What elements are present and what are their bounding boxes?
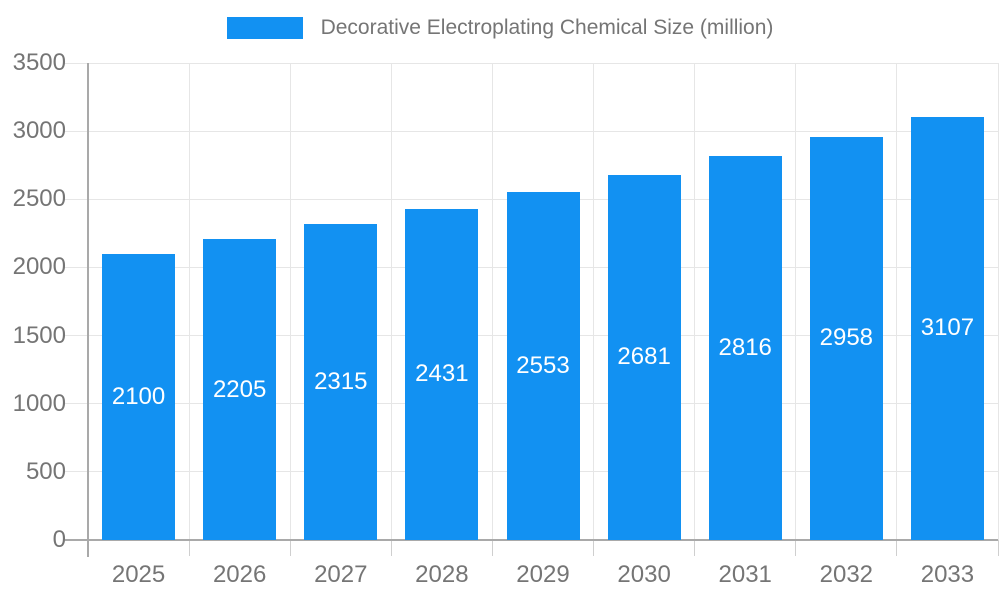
y-axis-tick-label: 0 [52, 526, 66, 553]
y-axis-tick-label: 1000 [12, 389, 66, 417]
bar-value-label: 2681 [617, 343, 671, 371]
bar-value-label: 2100 [111, 382, 166, 410]
x-axis-category-label: 2028 [415, 561, 469, 588]
x-axis-category-label: 2033 [920, 561, 975, 588]
x-axis-tick [289, 540, 291, 556]
legend-label: Decorative Electroplating Chemical Size … [320, 16, 774, 39]
y-axis-tick-label: 3000 [12, 117, 66, 145]
x-axis-tick [694, 540, 696, 556]
x-axis-tick [896, 540, 898, 556]
bar-value-label: 2816 [718, 334, 772, 362]
x-axis-category-label: 2027 [314, 561, 368, 588]
x-axis-line [65, 539, 998, 541]
x-axis-category-label: 2032 [819, 561, 874, 588]
gridline-vertical [289, 63, 291, 540]
gridline-horizontal [65, 62, 998, 64]
gridline-vertical [593, 63, 595, 540]
x-axis-category-label: 2029 [516, 561, 570, 588]
legend[interactable]: Decorative Electroplating Chemical Size … [0, 16, 1000, 40]
bar-value-label: 2431 [415, 360, 469, 388]
gridline-vertical [491, 63, 493, 540]
gridline-vertical [896, 63, 898, 540]
bar-2032[interactable] [809, 136, 883, 540]
y-axis-tick-label: 2000 [12, 253, 66, 281]
bar-2028[interactable] [405, 208, 479, 540]
bar-value-label: 3107 [920, 314, 975, 342]
gridline-vertical [997, 63, 999, 540]
x-axis-tick [593, 540, 595, 556]
bar-2030[interactable] [607, 174, 681, 540]
gridline-vertical [795, 63, 797, 540]
gridline-vertical [188, 63, 190, 540]
y-axis-tick-label: 500 [25, 457, 66, 485]
x-axis-category-label: 2030 [617, 561, 671, 588]
bar-2029[interactable] [506, 192, 580, 540]
x-axis-tick [795, 540, 797, 556]
bar-2031[interactable] [708, 156, 782, 540]
y-axis-tick-label: 1500 [12, 321, 66, 349]
gridline-horizontal [65, 130, 998, 132]
bar-value-label: 2315 [314, 368, 368, 396]
x-axis-tick [491, 540, 493, 556]
x-axis-tick [997, 540, 999, 556]
bar-value-label: 2958 [819, 324, 874, 352]
gridline-vertical [390, 63, 392, 540]
bar-2027[interactable] [304, 224, 378, 540]
x-axis-category-label: 2025 [111, 561, 166, 588]
bar-2033[interactable] [910, 116, 984, 540]
y-axis-tick-label: 2500 [12, 185, 66, 213]
bar-value-label: 2205 [212, 375, 267, 403]
gridline-vertical [694, 63, 696, 540]
x-axis-category-label: 2031 [718, 561, 772, 588]
bar-2025[interactable] [102, 253, 176, 540]
x-axis-category-label: 2026 [212, 561, 267, 588]
bar-2026[interactable] [203, 239, 277, 540]
y-axis-line [87, 63, 89, 557]
legend-swatch [226, 17, 303, 39]
x-axis-tick [390, 540, 392, 556]
y-axis-tick-label: 3500 [12, 49, 66, 76]
bar-value-label: 2553 [516, 352, 570, 380]
x-axis-tick [188, 540, 190, 556]
